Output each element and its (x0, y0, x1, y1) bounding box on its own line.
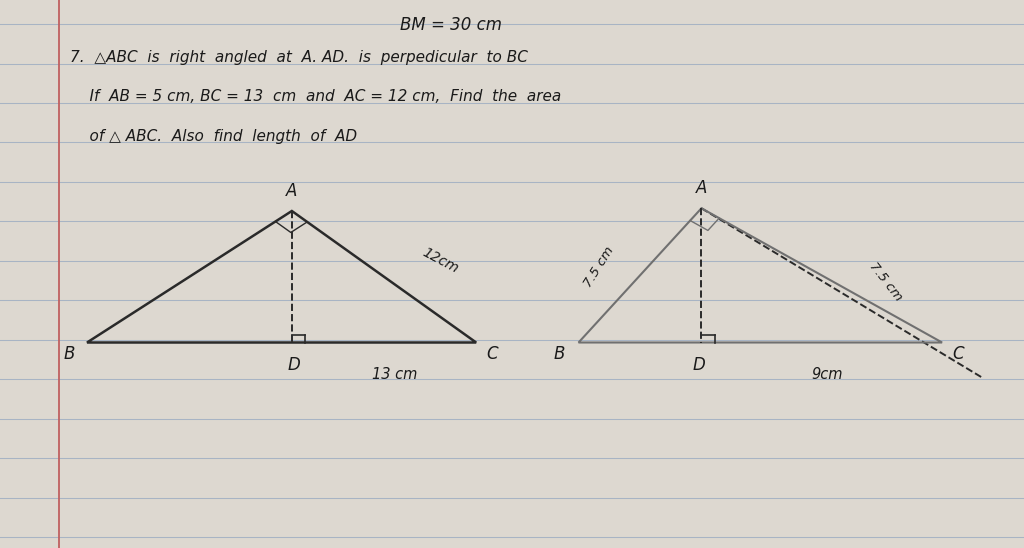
Text: 7.5 cm: 7.5 cm (582, 244, 616, 290)
Text: C: C (486, 345, 498, 363)
Text: If  AB = 5 cm, BC = 13  cm  and  AC = 12 cm,  Find  the  area: If AB = 5 cm, BC = 13 cm and AC = 12 cm,… (70, 89, 561, 105)
Text: 12cm: 12cm (420, 245, 461, 276)
Text: A: A (286, 182, 298, 200)
Text: C: C (952, 345, 964, 363)
Text: B: B (554, 345, 565, 363)
Text: of △ ABC.  Also  find  length  of  AD: of △ ABC. Also find length of AD (70, 129, 356, 144)
Text: 7.  △ABC  is  right  angled  at  A. AD.  is  perpedicular  to BC: 7. △ABC is right angled at A. AD. is per… (70, 50, 527, 65)
Text: A: A (695, 179, 708, 197)
Text: 9cm: 9cm (811, 367, 843, 382)
Text: 7.5 cm: 7.5 cm (866, 260, 904, 304)
Text: D: D (288, 356, 300, 374)
Text: 13 cm: 13 cm (372, 367, 417, 382)
Text: D: D (693, 356, 706, 374)
Text: BM = 30 cm: BM = 30 cm (399, 16, 502, 33)
Text: B: B (63, 345, 75, 363)
